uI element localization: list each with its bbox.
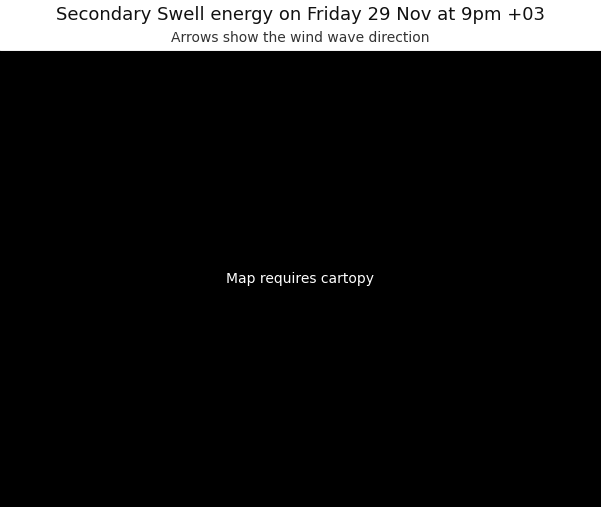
- Text: Secondary Swell energy on Friday 29 Nov at 9pm +03: Secondary Swell energy on Friday 29 Nov …: [56, 6, 545, 24]
- Text: Map requires cartopy: Map requires cartopy: [227, 272, 374, 286]
- Text: Arrows show the wind wave direction: Arrows show the wind wave direction: [171, 31, 430, 45]
